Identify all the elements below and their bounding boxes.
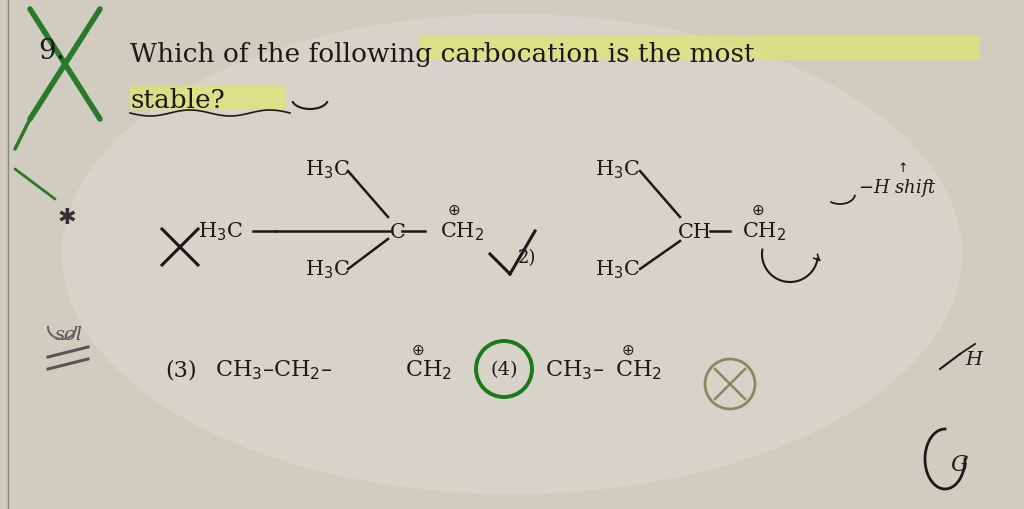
- Text: Which of the following carbocation is the most: Which of the following carbocation is th…: [130, 42, 755, 67]
- Text: CH$_3$–: CH$_3$–: [545, 357, 604, 381]
- Text: (4): (4): [490, 360, 518, 378]
- Text: ✱: ✱: [58, 208, 77, 228]
- Text: C: C: [390, 222, 406, 241]
- Text: H: H: [965, 350, 982, 369]
- Text: (3): (3): [165, 358, 197, 380]
- Text: CH: CH: [678, 222, 712, 241]
- Text: 9: 9: [38, 38, 55, 65]
- Text: sol: sol: [55, 325, 83, 344]
- Text: $\oplus$: $\oplus$: [622, 342, 635, 357]
- Bar: [420, 37, 980, 61]
- Bar: [130, 86, 285, 110]
- Text: H$_3$C: H$_3$C: [198, 220, 243, 243]
- Text: $\oplus$: $\oplus$: [412, 342, 425, 357]
- Text: CH$_3$–CH$_2$–: CH$_3$–CH$_2$–: [215, 357, 333, 381]
- Text: .: .: [55, 38, 63, 65]
- Text: $\oplus$: $\oplus$: [752, 202, 765, 217]
- Text: CH$_2$: CH$_2$: [440, 220, 484, 243]
- Text: stable?: stable?: [130, 88, 224, 113]
- Text: CH$_2$: CH$_2$: [406, 357, 452, 381]
- Text: H$_3$C: H$_3$C: [595, 158, 640, 180]
- Text: CH$_2$: CH$_2$: [742, 220, 786, 243]
- Text: $\uparrow$: $\uparrow$: [895, 161, 907, 175]
- Text: H$_3$C: H$_3$C: [305, 158, 350, 180]
- Text: $\oplus$: $\oplus$: [447, 202, 461, 217]
- Text: H$_3$C: H$_3$C: [305, 258, 350, 280]
- Text: CH$_2$: CH$_2$: [615, 357, 662, 381]
- Text: H$_3$C: H$_3$C: [595, 258, 640, 280]
- Text: G: G: [950, 453, 968, 475]
- Text: $-$H shift: $-$H shift: [858, 177, 937, 199]
- Text: 2): 2): [518, 248, 537, 267]
- Ellipse shape: [62, 15, 962, 494]
